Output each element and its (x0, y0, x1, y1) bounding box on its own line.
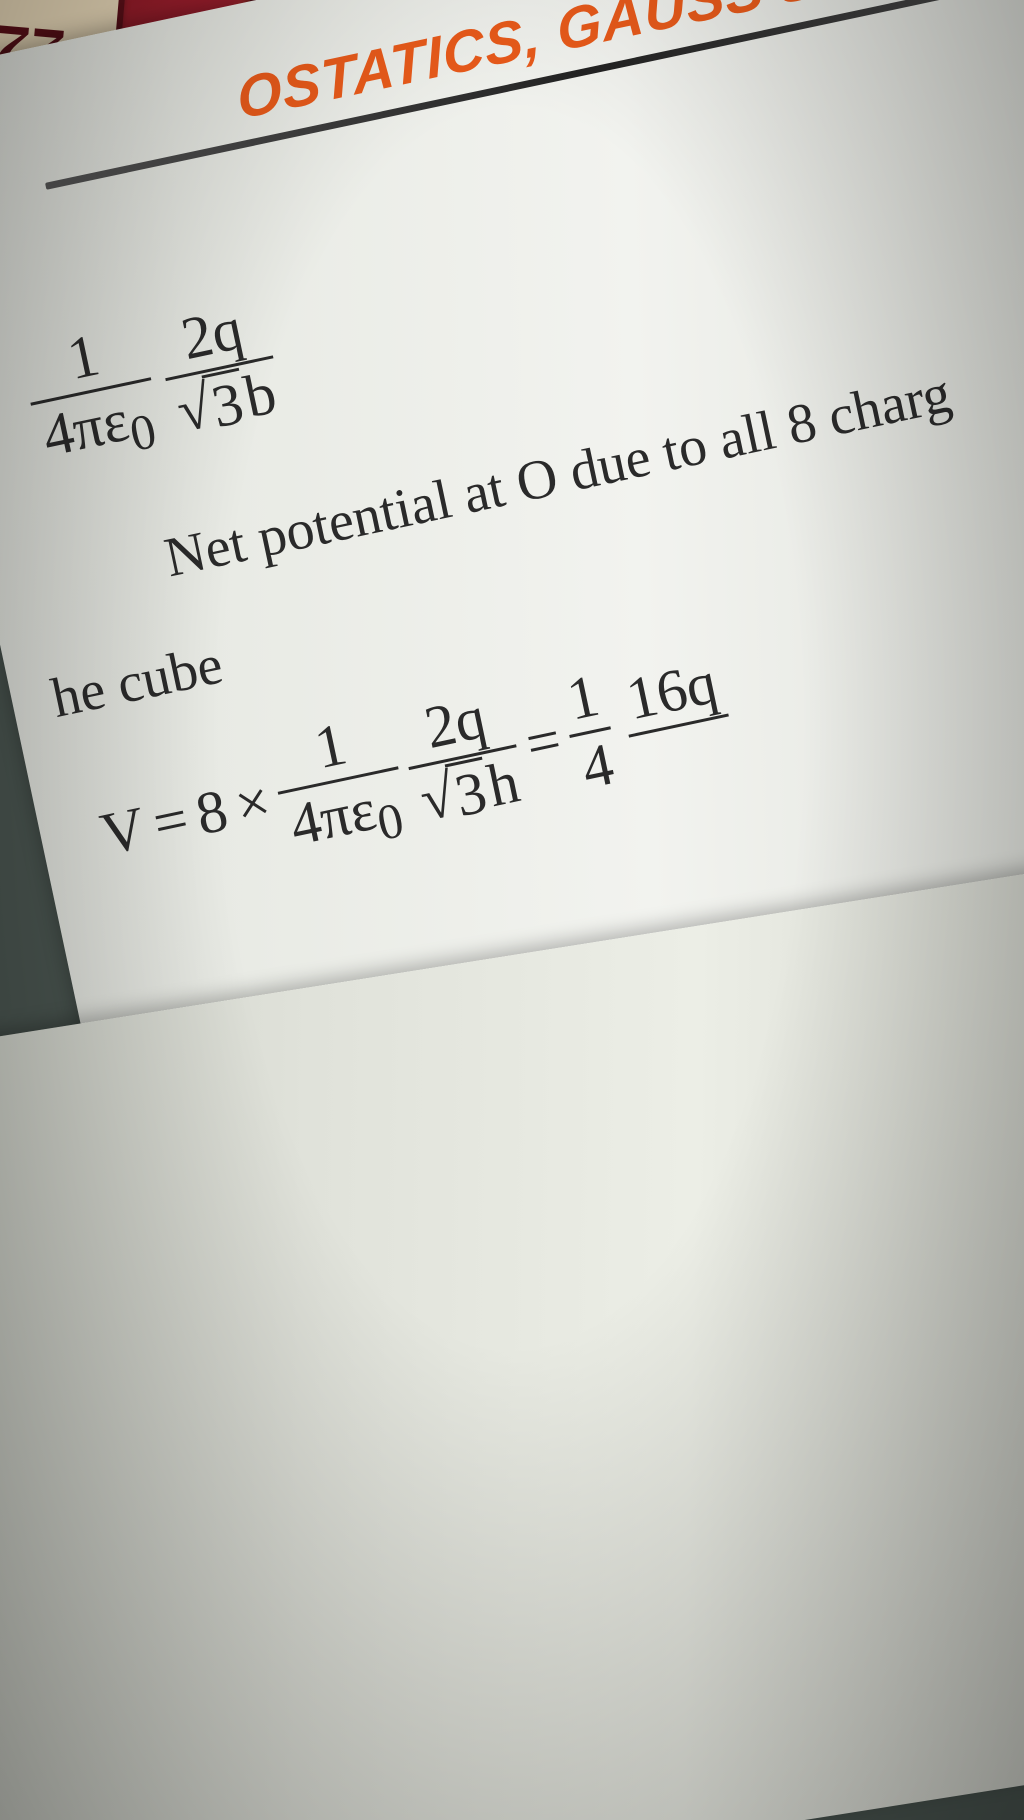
numerator: 1 (303, 711, 358, 783)
denominator: 4 (569, 726, 624, 801)
sqrt: √ 3 (172, 367, 253, 446)
den-sub: 0 (372, 791, 408, 851)
equals-2: = (520, 705, 567, 780)
coeff-8: 8 (190, 775, 234, 849)
fraction-charge-distance-2: 2q √ 3 h (394, 681, 531, 837)
fraction-charge-distance: 2q √ 3 b (151, 291, 288, 447)
den-sub: 0 (125, 402, 161, 462)
numerator: 1 (56, 322, 111, 394)
chapter-title: OSTATICS, GAUSS'S LAW & CA (33, 0, 1024, 176)
den-text: 4πε (284, 775, 381, 857)
fraction-coulomb-constant-2: 1 4πε0 (264, 702, 414, 868)
lhs-v: V (95, 793, 152, 870)
den-text: 4πε (37, 387, 134, 469)
sqrt: √ 3 (415, 757, 496, 836)
numerator: 1 (556, 662, 611, 734)
denominator: 4πε0 (30, 377, 166, 479)
fraction-result-2: 16q (615, 650, 737, 777)
denominator-hidden (666, 724, 701, 769)
fraction-result-1: 1 4 (556, 662, 625, 801)
equals: = (147, 784, 194, 859)
numerator: 16q (615, 650, 729, 738)
fraction-coulomb-constant: 1 4πε0 (17, 314, 167, 480)
times-sign: × (229, 766, 276, 841)
denominator: 4πε0 (278, 766, 414, 868)
